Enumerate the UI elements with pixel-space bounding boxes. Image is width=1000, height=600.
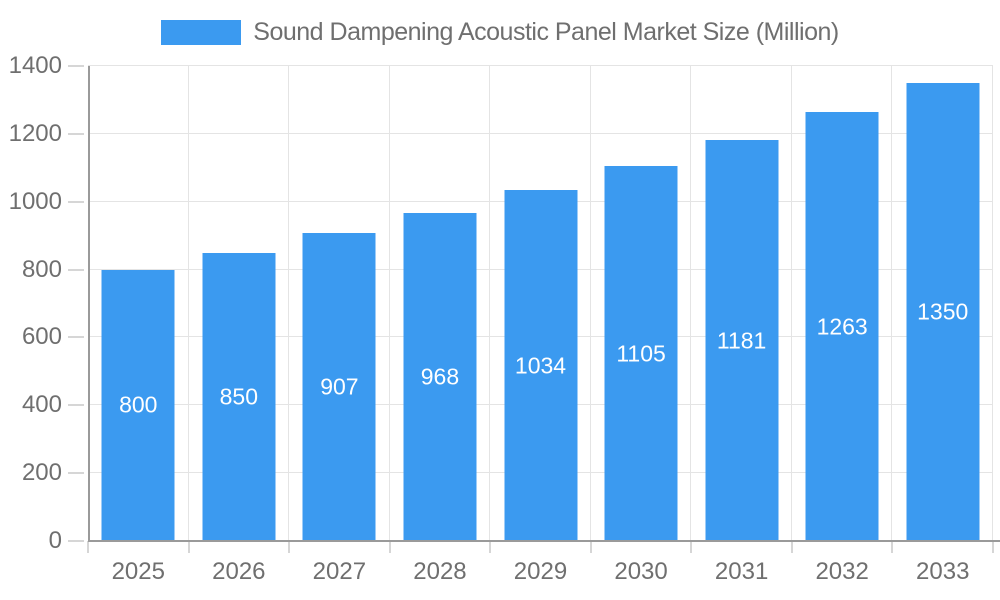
x-axis-label: 2026 (212, 558, 266, 585)
bar[interactable]: 1263 (805, 112, 879, 541)
bar-value-label: 1263 (816, 313, 868, 340)
bar-value-label: 1034 (514, 352, 567, 379)
gridline-v (288, 66, 290, 541)
y-tick (68, 540, 84, 542)
y-tick (68, 200, 84, 203)
gridline-v (891, 66, 893, 541)
bar-value-label: 1105 (616, 340, 666, 367)
x-tick (288, 541, 291, 553)
gridline-v (589, 66, 591, 541)
gridline-v (690, 66, 692, 541)
x-axis-label: 2025 (111, 558, 165, 585)
y-tick (68, 268, 84, 271)
bar-value-label: 1350 (917, 298, 969, 325)
bar-value-label: 968 (420, 363, 460, 390)
bar[interactable]: 1350 (906, 82, 980, 541)
x-tick (388, 541, 391, 553)
bar[interactable]: 968 (403, 212, 477, 541)
y-axis-label: 1000 (8, 187, 62, 215)
x-tick (690, 541, 693, 553)
x-tick (992, 541, 994, 553)
x-axis-label: 2027 (312, 558, 367, 585)
y-axis-line (88, 66, 90, 541)
y-tick (68, 65, 84, 67)
x-axis-line (88, 540, 1000, 542)
legend-label: Sound Dampening Acoustic Panel Market Si… (253, 17, 839, 46)
bar[interactable]: 800 (101, 269, 175, 541)
y-axis-label: 400 (21, 391, 62, 419)
bar[interactable]: 1105 (604, 166, 678, 541)
y-tick (68, 132, 84, 135)
legend-swatch (161, 19, 242, 45)
bar[interactable]: 1181 (705, 140, 779, 541)
x-tick (187, 541, 190, 553)
y-axis-label: 800 (21, 255, 62, 283)
legend[interactable]: Sound Dampening Acoustic Panel Market Si… (0, 12, 1000, 52)
x-axis-label: 2029 (513, 558, 568, 585)
y-axis-labels: 0 200 400 600 800 1000 1200 1400 (0, 52, 62, 554)
x-axis-label: 2033 (916, 558, 970, 585)
gridline-v (187, 66, 189, 541)
y-axis-label: 1200 (8, 119, 62, 147)
bar[interactable]: 907 (302, 233, 376, 541)
gridline-v (489, 66, 491, 541)
gridline-h (88, 65, 993, 66)
bar-value-label: 1181 (716, 327, 767, 354)
plot-area: 800 850 907 968 1034 1105 1181 1263 1350 (68, 65, 1000, 553)
x-axis-label: 2030 (614, 558, 668, 585)
bar-value-label: 850 (219, 383, 259, 410)
y-tick (68, 472, 84, 475)
x-tick (790, 541, 793, 553)
x-tick (589, 541, 592, 553)
y-axis-label: 1400 (8, 52, 62, 79)
y-axis-label: 0 (48, 527, 62, 554)
x-tick (489, 541, 492, 553)
x-tick (891, 541, 894, 553)
x-axis-label: 2032 (815, 558, 869, 585)
y-tick (68, 404, 84, 407)
x-axis-label: 2028 (413, 558, 467, 585)
gridline-v (992, 66, 993, 541)
y-axis-label: 600 (21, 323, 62, 351)
bar-value-label: 800 (119, 391, 158, 418)
x-tick (87, 541, 89, 553)
gridline-v (388, 66, 390, 541)
bar-value-label: 907 (320, 373, 359, 400)
bar[interactable]: 850 (202, 252, 276, 541)
gridline-v (790, 66, 792, 541)
x-axis-label: 2031 (714, 558, 769, 585)
gridline-h (88, 132, 993, 134)
y-axis-label: 200 (21, 459, 62, 487)
bar[interactable]: 1034 (504, 190, 577, 541)
x-axis-labels: 2025 2026 2027 2028 2029 2030 2031 2032 2033 (88, 558, 993, 590)
y-tick (68, 336, 84, 339)
